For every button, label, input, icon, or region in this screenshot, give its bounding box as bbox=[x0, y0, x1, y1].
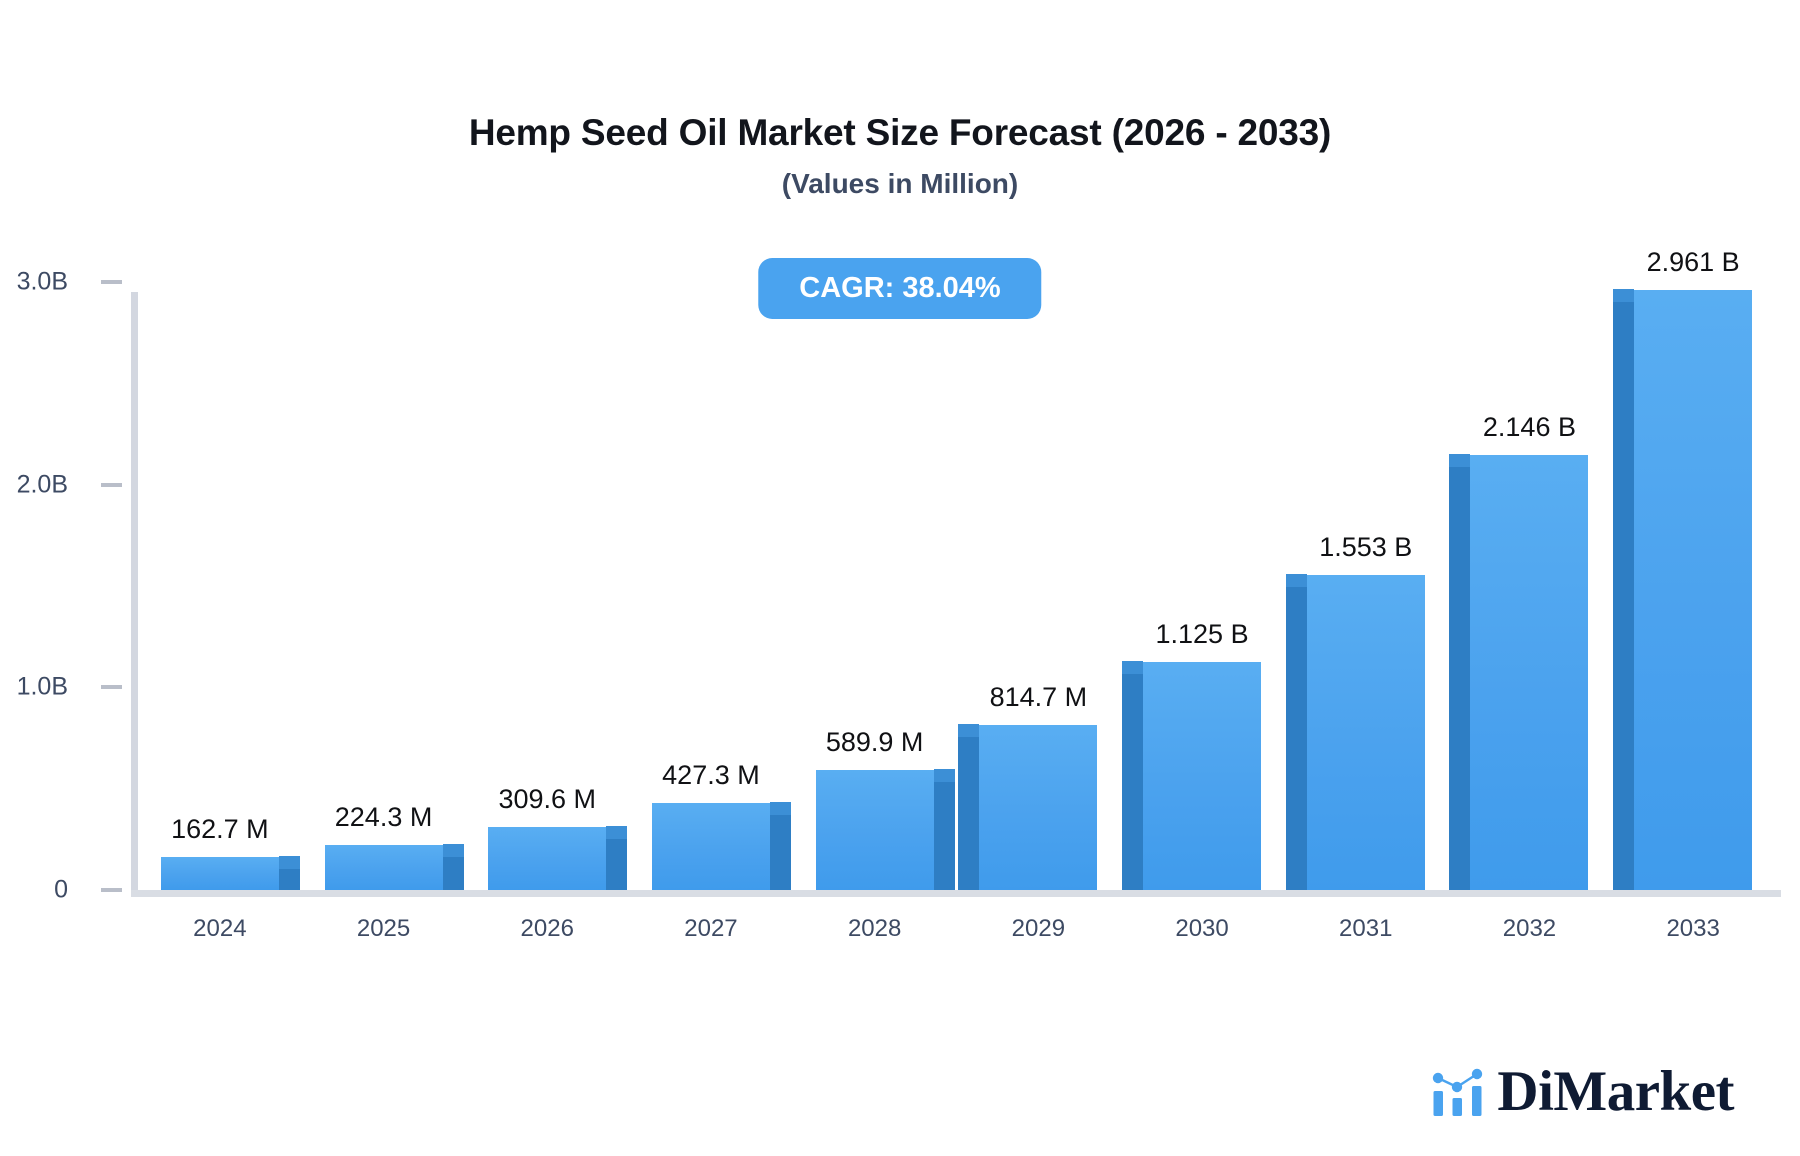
y-axis-tick-label: 0 bbox=[54, 875, 68, 904]
x-axis-tick-label: 2025 bbox=[356, 915, 411, 942]
bar-value-label: 1.125 B bbox=[1155, 619, 1249, 649]
bar-top-bevel bbox=[442, 843, 464, 857]
bar-top-bevel bbox=[278, 856, 300, 870]
bar[interactable]: 1.553 B bbox=[1285, 532, 1425, 890]
bar-front-face bbox=[1634, 289, 1753, 890]
bar-side-face bbox=[606, 838, 628, 890]
bar-value-label: 1.553 B bbox=[1319, 532, 1413, 563]
x-axis-tick-label: 2027 bbox=[684, 915, 738, 942]
bar-side-face bbox=[769, 814, 791, 890]
bar-side-face bbox=[1285, 586, 1307, 890]
chart-title: Hemp Seed Oil Market Size Forecast (2026… bbox=[468, 112, 1332, 153]
bar[interactable]: 224.3 M bbox=[324, 802, 464, 890]
bar-front-face bbox=[1143, 662, 1262, 890]
y-axis-tick-mark bbox=[101, 280, 122, 284]
bar-value-label: 224.3 M bbox=[334, 801, 433, 832]
y-axis-line bbox=[131, 292, 138, 897]
bar[interactable]: 309.6 M bbox=[488, 784, 628, 890]
dimarket-logo: DiMarket bbox=[1432, 1063, 1734, 1120]
bar-side-face bbox=[1449, 466, 1471, 890]
bar-front-face bbox=[324, 844, 443, 890]
bar-side-face bbox=[278, 868, 300, 890]
bar-front-face bbox=[488, 827, 607, 890]
bar-front-face bbox=[1470, 455, 1589, 890]
x-axis-tick-label: 2028 bbox=[847, 915, 902, 942]
bar-top-bevel bbox=[933, 769, 955, 783]
bar-top-bevel bbox=[1122, 661, 1144, 674]
x-axis-tick-label: 2032 bbox=[1502, 915, 1557, 942]
bar-side-face bbox=[442, 855, 464, 890]
bar[interactable]: 2.146 B bbox=[1449, 412, 1589, 890]
bar-top-bevel bbox=[1449, 454, 1471, 468]
x-axis-baseline bbox=[131, 890, 1781, 897]
chart-subtitle: (Values in Million) bbox=[781, 168, 1019, 199]
bar-value-label: 2.961 B bbox=[1646, 246, 1740, 277]
bar[interactable]: 589.9 M bbox=[815, 727, 955, 890]
bar-front-face bbox=[160, 857, 279, 890]
bar-side-face bbox=[933, 781, 955, 890]
bar-chart-icon bbox=[1433, 1068, 1483, 1116]
y-axis-tick-label: 2.0B bbox=[16, 470, 68, 499]
x-axis-tick-label: 2029 bbox=[1011, 915, 1066, 942]
x-axis-tick-label: 2024 bbox=[193, 915, 247, 942]
bar[interactable]: 427.3 M bbox=[651, 760, 791, 890]
bar-front-face bbox=[979, 724, 1098, 890]
x-axis-tick-label: 2033 bbox=[1666, 915, 1720, 942]
y-axis-tick-mark bbox=[101, 685, 122, 690]
bar[interactable]: 814.7 M bbox=[958, 682, 1098, 890]
y-axis-tick-mark bbox=[101, 888, 122, 892]
bar-value-label: 814.7 M bbox=[989, 681, 1088, 712]
bar-front-face bbox=[1306, 575, 1425, 890]
bar-top-bevel bbox=[769, 802, 791, 816]
x-axis-tick-label: 2026 bbox=[520, 915, 574, 942]
bar-front-face bbox=[815, 770, 934, 890]
x-axis-tick-label: 2031 bbox=[1339, 915, 1393, 942]
bar-top-bevel bbox=[958, 723, 980, 737]
bar-top-bevel bbox=[606, 826, 628, 840]
y-axis-tick-label: 3.0B bbox=[16, 267, 68, 296]
bar-value-label: 162.7 M bbox=[171, 814, 269, 845]
bar[interactable]: 162.7 M bbox=[160, 814, 300, 890]
bar-value-label: 589.9 M bbox=[825, 727, 924, 758]
bar-value-label: 427.3 M bbox=[662, 760, 760, 791]
bar-front-face bbox=[651, 803, 770, 890]
logo-wordmark: DiMarket bbox=[1497, 1060, 1734, 1123]
bar-top-bevel bbox=[1613, 288, 1635, 302]
bar-side-face bbox=[958, 735, 980, 890]
y-axis-tick-mark bbox=[101, 482, 122, 487]
bar-value-label: 2.146 B bbox=[1482, 412, 1576, 443]
cagr-badge: CAGR: 38.04% bbox=[758, 258, 1042, 319]
bar-top-bevel bbox=[1285, 574, 1307, 588]
bar-value-label: 309.6 M bbox=[498, 784, 597, 815]
bar-side-face bbox=[1122, 673, 1144, 890]
bar[interactable]: 2.961 B bbox=[1613, 247, 1753, 890]
y-axis-tick-label: 1.0B bbox=[16, 672, 68, 701]
bar[interactable]: 1.125 B bbox=[1122, 619, 1262, 890]
x-axis-tick-label: 2030 bbox=[1175, 915, 1229, 942]
bar-side-face bbox=[1613, 300, 1635, 890]
